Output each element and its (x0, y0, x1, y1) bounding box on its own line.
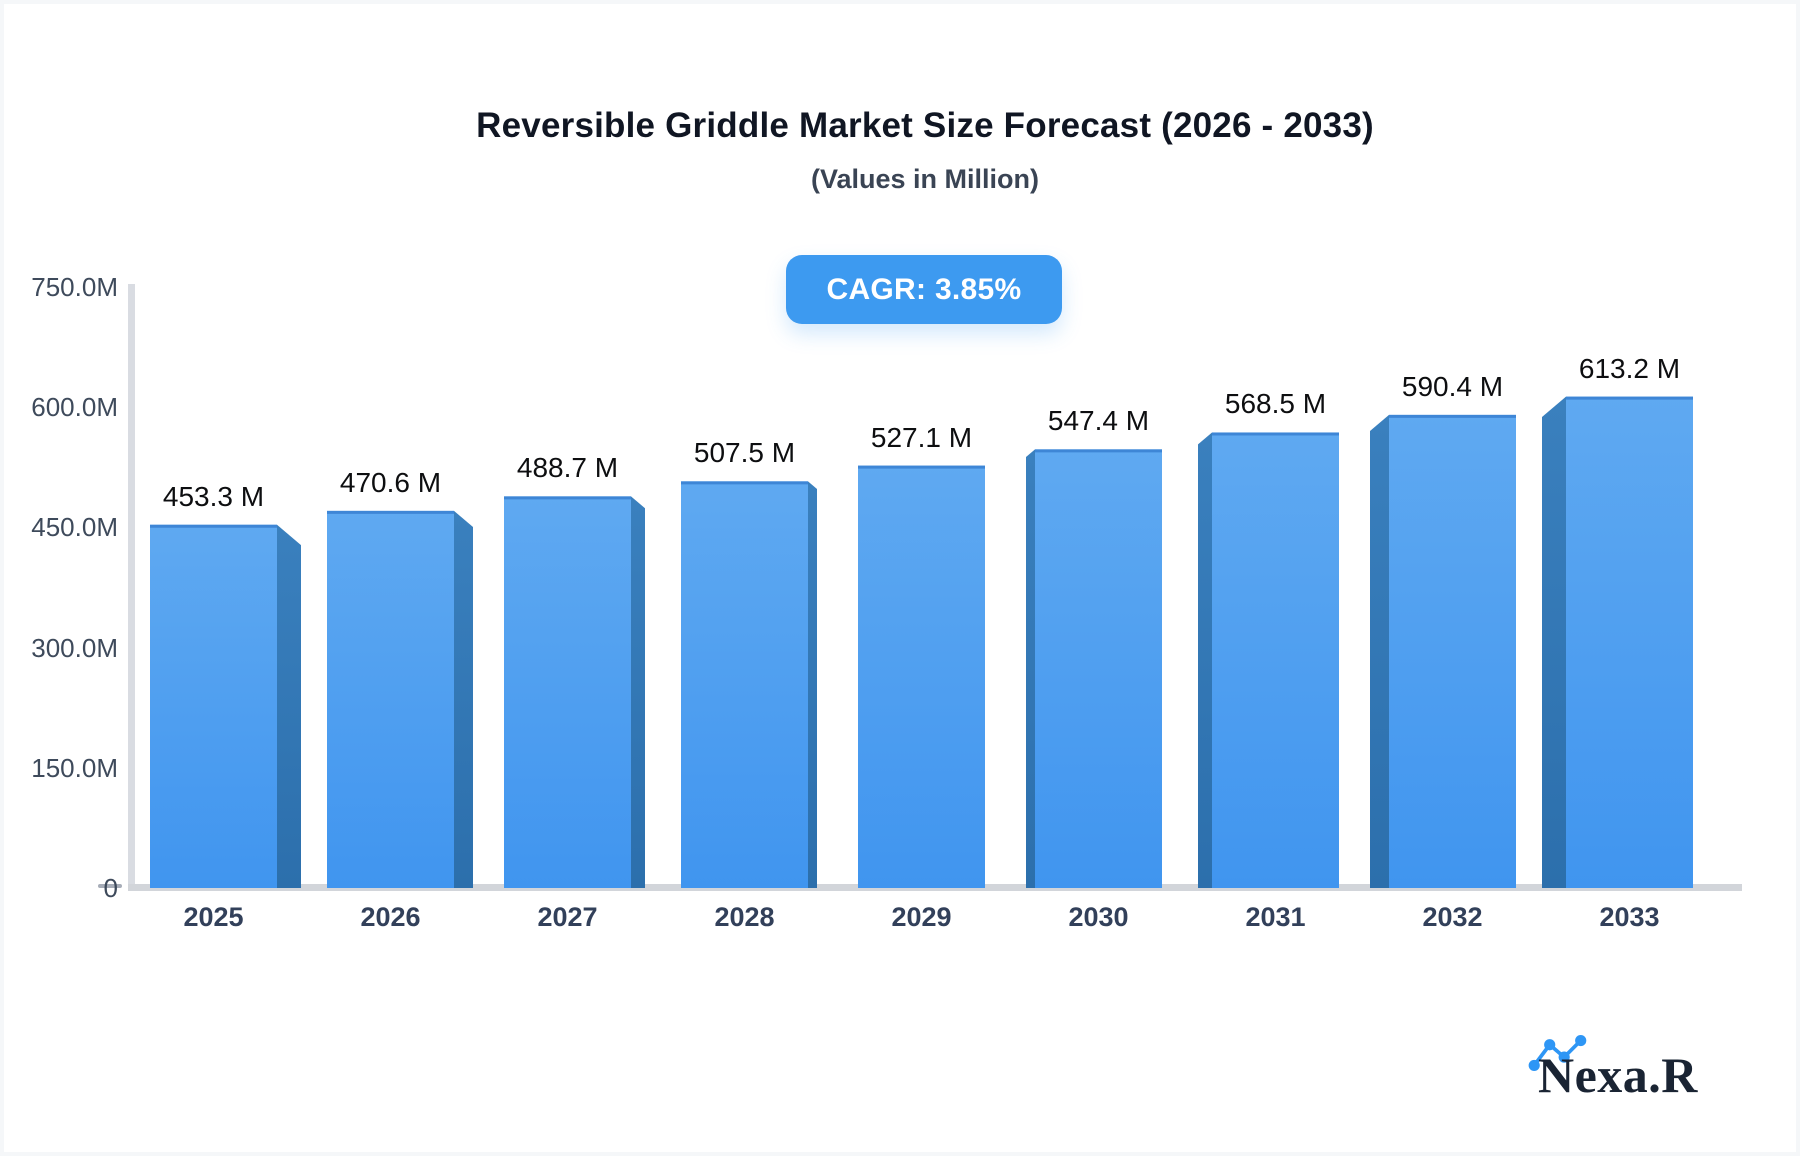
bar-face (681, 481, 808, 888)
chart-subtitle: (Values in Million) (810, 164, 1040, 194)
y-tick-label: 0 (103, 873, 118, 903)
bar-value-label: 547.4 M (1047, 405, 1150, 437)
bar-2027 (504, 496, 645, 888)
x-tick-label: 2030 (1068, 902, 1129, 932)
chart-title: Reversible Griddle Market Size Forecast … (476, 106, 1374, 145)
bar-2031 (1198, 432, 1339, 888)
brand-logo: Nexa.R (1520, 1028, 1720, 1118)
bar-value-label: 590.4 M (1401, 370, 1504, 402)
line-chart-icon (1528, 1035, 1587, 1071)
bar-value-label: 453.3 M (162, 480, 265, 512)
bar-face (1212, 432, 1339, 888)
x-tick-label: 2033 (1599, 902, 1660, 932)
bar-value-label: 507.5 M (693, 437, 796, 469)
bar-face (1035, 449, 1162, 888)
bar-2033 (1542, 396, 1693, 888)
bar-face (1566, 396, 1693, 888)
bar-side-face (1370, 414, 1389, 888)
bar-value-label: 470.6 M (339, 466, 442, 498)
y-tick-label: 300.0M (31, 632, 118, 663)
bar-face (327, 510, 454, 888)
x-tick-label: 2027 (537, 902, 598, 932)
x-tick-label: 2029 (891, 902, 952, 932)
x-tick-label: 2032 (1422, 902, 1483, 932)
zero-tick-mark (98, 884, 122, 888)
bar-2025 (150, 524, 301, 888)
y-tick-label: 150.0M (31, 752, 118, 783)
bar-side-face (277, 524, 301, 888)
x-tick-label: 2025 (183, 902, 244, 932)
bar-face (504, 496, 631, 888)
bar-2026 (327, 510, 473, 888)
bar-2030 (1026, 449, 1162, 888)
bar-value-label: 488.7 M (516, 452, 619, 484)
cagr-badge-label: CAGR: 3.85% (826, 272, 1022, 306)
bar-2032 (1370, 414, 1516, 888)
x-tick-label: 2028 (714, 902, 775, 932)
y-tick-label: 600.0M (31, 392, 118, 423)
bar-value-label: 527.1 M (870, 421, 973, 453)
y-axis-line (128, 284, 135, 891)
x-tick-label: 2026 (360, 902, 421, 932)
y-tick-label: 750.0M (31, 272, 118, 302)
bar-side-face (1542, 396, 1566, 888)
bar-side-face (808, 481, 817, 888)
bar-side-face (1198, 432, 1212, 888)
bar-2028 (681, 481, 817, 888)
bar-side-face (1026, 449, 1035, 888)
bar-face (150, 524, 277, 888)
bar-face (858, 465, 985, 888)
bar-value-label: 568.5 M (1224, 388, 1327, 420)
y-tick-label: 450.0M (31, 512, 118, 543)
brand-logo-text: Nexa.R (1538, 1047, 1698, 1103)
bar-side-face (454, 510, 473, 888)
x-tick-label: 2031 (1245, 902, 1306, 932)
bar-face (1389, 414, 1516, 888)
bar-2029 (858, 465, 985, 888)
bar-value-label: 613.2 M (1578, 352, 1681, 384)
bar-side-face (631, 496, 645, 888)
cagr-badge: CAGR: 3.85% (786, 255, 1062, 324)
x-axis-baseline (128, 884, 1742, 891)
